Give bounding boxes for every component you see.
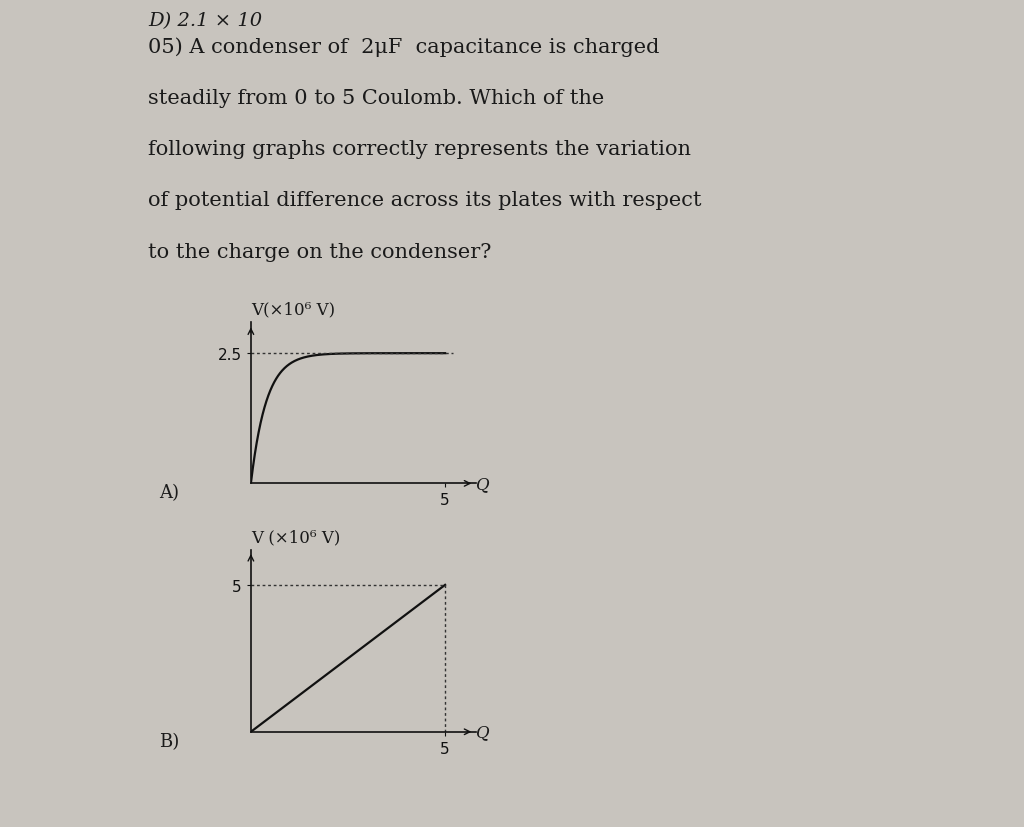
Text: Q: Q	[476, 476, 489, 492]
Text: V(×10⁶ V): V(×10⁶ V)	[251, 301, 335, 318]
Text: B): B)	[159, 732, 179, 750]
Text: V (×10⁶ V): V (×10⁶ V)	[251, 528, 340, 546]
Text: of potential difference across its plates with respect: of potential difference across its plate…	[148, 191, 702, 210]
Text: following graphs correctly represents the variation: following graphs correctly represents th…	[148, 140, 691, 159]
Text: A): A)	[159, 484, 179, 502]
Text: Q: Q	[476, 724, 489, 740]
Text: 05) A condenser of  2μF  capacitance is charged: 05) A condenser of 2μF capacitance is ch…	[148, 37, 659, 57]
Text: D) 2.1 × 10: D) 2.1 × 10	[148, 12, 262, 31]
Text: steadily from 0 to 5 Coulomb. Which of the: steadily from 0 to 5 Coulomb. Which of t…	[148, 88, 605, 108]
Text: to the charge on the condenser?: to the charge on the condenser?	[148, 242, 492, 261]
